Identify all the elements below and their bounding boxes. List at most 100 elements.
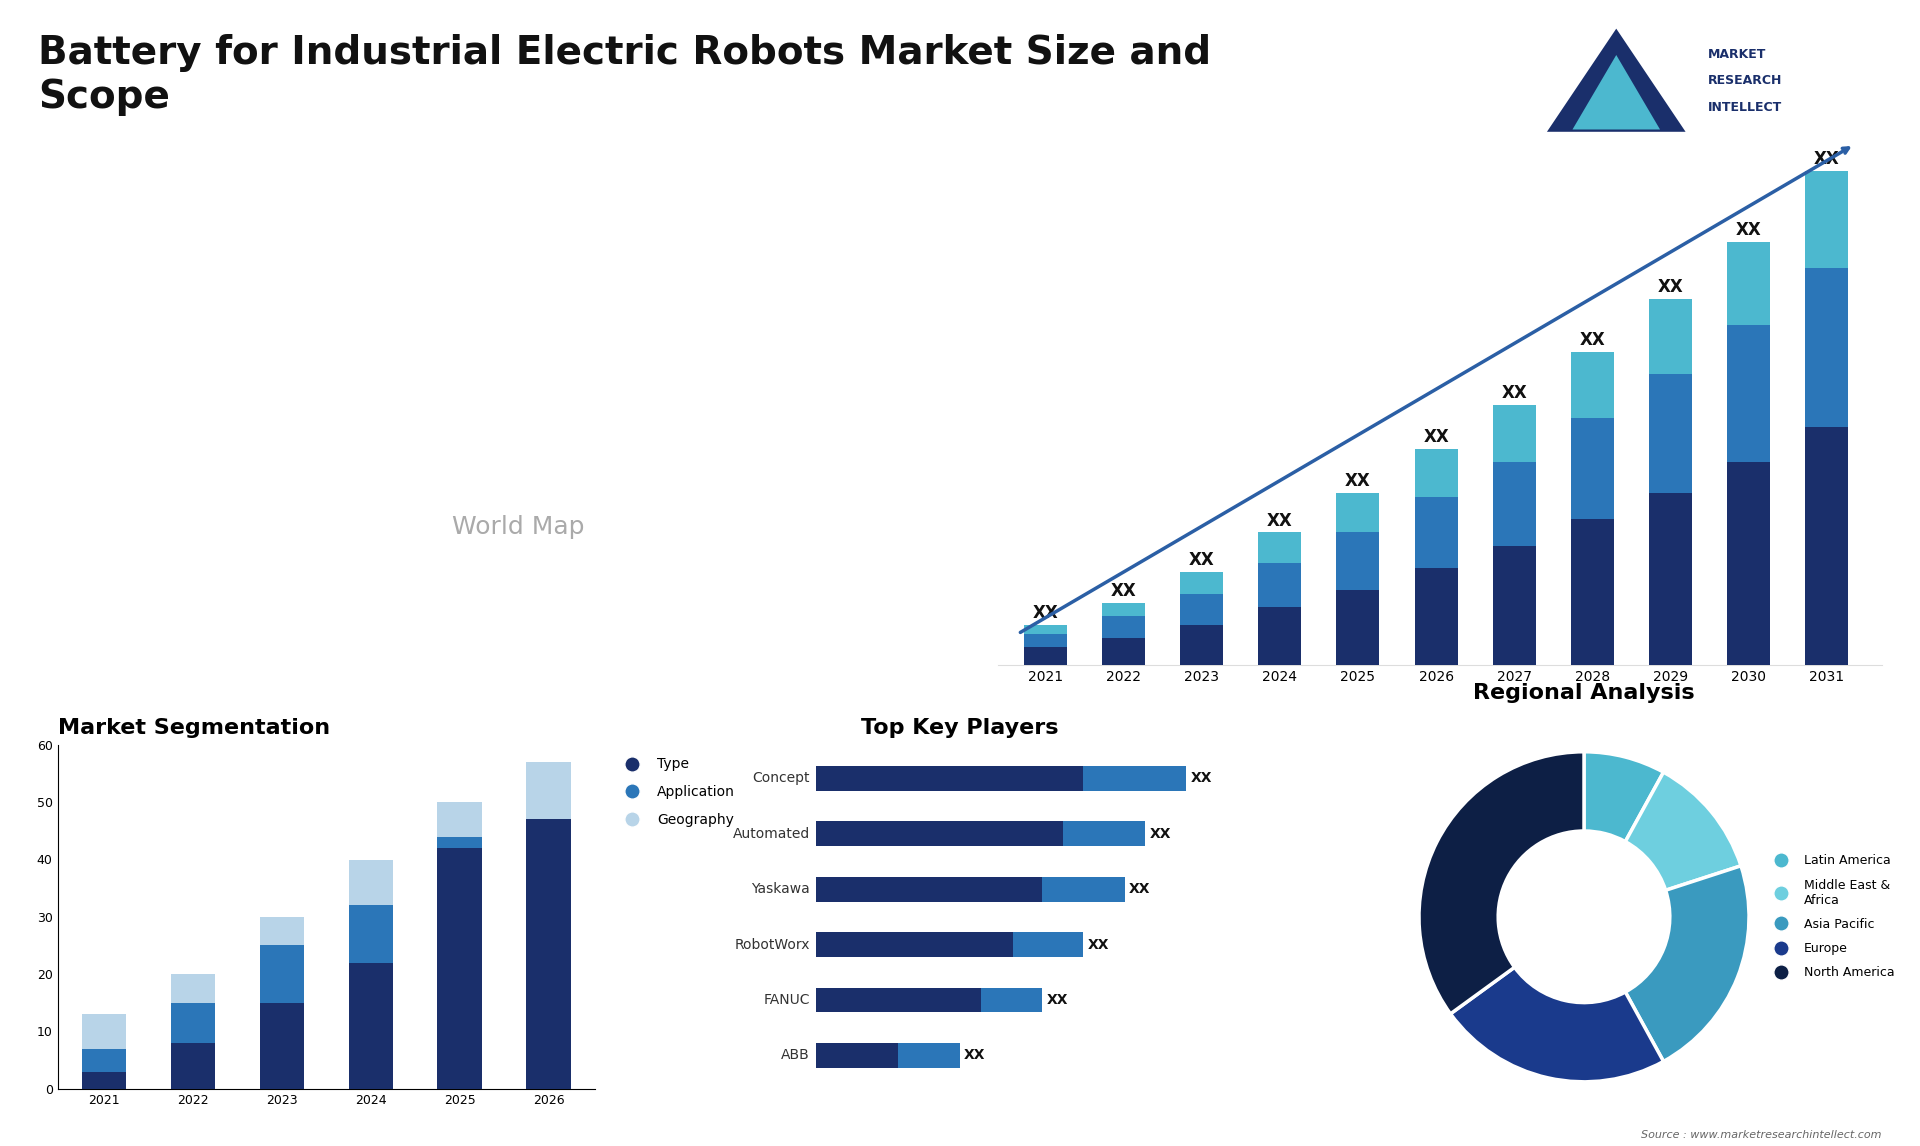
Text: XX: XX [1267,512,1292,529]
Bar [816,877,1043,902]
Bar [171,974,215,1003]
Bar [1492,405,1536,462]
Bar [1102,617,1144,638]
Bar [1649,493,1692,665]
Text: XX: XX [1188,551,1215,570]
Text: RobotWorx: RobotWorx [733,937,810,951]
Text: XX: XX [1423,429,1450,446]
Bar [1571,352,1615,418]
Legend: Latin America, Middle East &
Africa, Asia Pacific, Europe, North America: Latin America, Middle East & Africa, Asi… [1764,849,1899,984]
Polygon shape [1572,55,1661,129]
Text: MARKET: MARKET [1707,48,1766,61]
Wedge shape [1626,772,1741,890]
Bar [349,860,394,905]
Bar [1258,533,1302,564]
Bar [171,1043,215,1089]
Title: Regional Analysis: Regional Analysis [1473,683,1695,704]
Bar [1181,594,1223,625]
Text: FANUC: FANUC [764,992,810,1007]
Bar [899,1043,960,1068]
Text: Yaskawa: Yaskawa [751,882,810,896]
Bar [1571,519,1615,665]
Bar [526,819,570,1089]
Wedge shape [1584,752,1663,841]
Bar [816,766,1083,791]
Bar [1649,299,1692,374]
Text: Automated: Automated [733,826,810,841]
Bar [1258,607,1302,665]
Bar [438,848,482,1089]
Text: Concept: Concept [753,771,810,785]
Text: XX: XX [1129,882,1150,896]
Bar [981,988,1043,1012]
Bar [1728,325,1770,462]
Bar [83,1072,127,1089]
Bar [1258,564,1302,607]
Bar [1805,426,1849,665]
Title: Top Key Players: Top Key Players [862,717,1058,738]
Text: XX: XX [1190,771,1212,785]
Bar [1181,572,1223,594]
Bar [816,988,981,1012]
Bar [1014,932,1083,957]
Text: World Map: World Map [451,516,586,539]
Bar [1102,603,1144,617]
Bar [1415,497,1457,567]
Bar [1336,493,1379,533]
Bar [349,905,394,963]
Bar [1571,418,1615,519]
Text: XX: XX [1501,384,1526,402]
Bar [438,802,482,837]
Bar [526,762,570,819]
Bar [1336,533,1379,590]
Text: XX: XX [964,1049,985,1062]
Text: ABB: ABB [781,1049,810,1062]
Text: XX: XX [1657,278,1684,296]
Bar [1805,171,1849,268]
Legend: Type, Application, Geography: Type, Application, Geography [612,752,741,833]
Bar [1064,822,1144,846]
Bar [1083,766,1187,791]
Wedge shape [1626,866,1749,1061]
Bar [1728,462,1770,665]
Bar [1336,590,1379,665]
Bar [259,945,303,1003]
Bar [1023,647,1068,665]
Bar [1728,242,1770,325]
Bar [171,1003,215,1043]
Bar [816,932,1014,957]
Text: Source : www.marketresearchintellect.com: Source : www.marketresearchintellect.com [1642,1130,1882,1140]
Bar [1649,374,1692,493]
Text: XX: XX [1110,582,1137,601]
Text: XX: XX [1346,472,1371,490]
Bar [816,822,1064,846]
Text: INTELLECT: INTELLECT [1707,101,1782,113]
Bar [1492,545,1536,665]
Text: XX: XX [1580,331,1605,350]
Bar [349,963,394,1089]
Text: XX: XX [1150,826,1171,841]
Bar [816,1043,899,1068]
Text: Market Segmentation: Market Segmentation [58,717,330,738]
Bar [1805,268,1849,426]
Bar [259,1003,303,1089]
Text: XX: XX [1046,992,1068,1007]
Text: XX: XX [1087,937,1110,951]
Bar [1415,449,1457,497]
Bar [1102,638,1144,665]
Text: XX: XX [1736,221,1763,238]
Bar [438,837,482,848]
Bar [1415,567,1457,665]
Bar [83,1014,127,1049]
Bar [1492,462,1536,545]
Text: XX: XX [1814,150,1839,168]
Bar [1181,625,1223,665]
Wedge shape [1419,752,1584,1014]
Bar [259,917,303,945]
Text: Battery for Industrial Electric Robots Market Size and
Scope: Battery for Industrial Electric Robots M… [38,34,1212,117]
Bar [83,1049,127,1072]
Polygon shape [1548,29,1686,132]
Text: XX: XX [1033,604,1058,622]
Text: RESEARCH: RESEARCH [1707,74,1782,87]
Bar [1043,877,1125,902]
